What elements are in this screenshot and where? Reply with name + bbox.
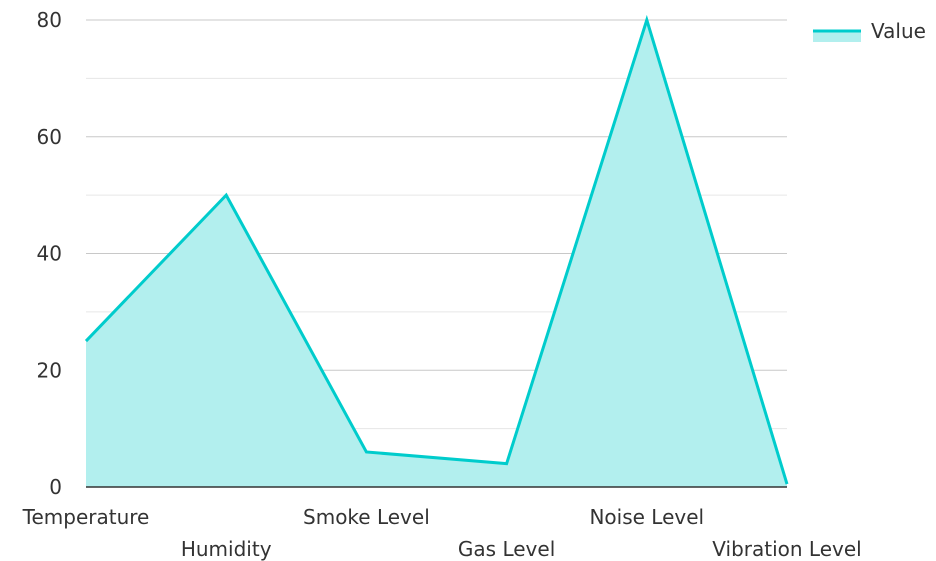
x-tick-label: Vibration Level bbox=[712, 537, 861, 561]
series-line bbox=[84, 14, 789, 485]
legend[interactable]: Value bbox=[813, 19, 926, 43]
y-tick-label: 0 bbox=[49, 475, 62, 499]
legend-swatch-fill bbox=[813, 30, 861, 42]
series-area bbox=[84, 14, 789, 487]
x-tick-label: Humidity bbox=[181, 537, 272, 561]
y-tick-label: 20 bbox=[37, 358, 62, 382]
x-tick-label: Noise Level bbox=[589, 505, 704, 529]
x-tick-label: Smoke Level bbox=[303, 505, 430, 529]
series-fill bbox=[86, 20, 787, 487]
y-tick-label: 60 bbox=[37, 125, 62, 149]
x-tick-label: Gas Level bbox=[458, 537, 555, 561]
x-tick-label: Temperature bbox=[22, 505, 150, 529]
y-axis-ticks: 0 20 40 60 80 bbox=[37, 8, 62, 499]
x-axis-ticks: Temperature Humidity Smoke Level Gas Level N… bbox=[22, 505, 862, 561]
y-tick-label: 40 bbox=[37, 242, 62, 266]
legend-label: Value bbox=[871, 19, 926, 43]
y-tick-label: 80 bbox=[37, 8, 62, 32]
